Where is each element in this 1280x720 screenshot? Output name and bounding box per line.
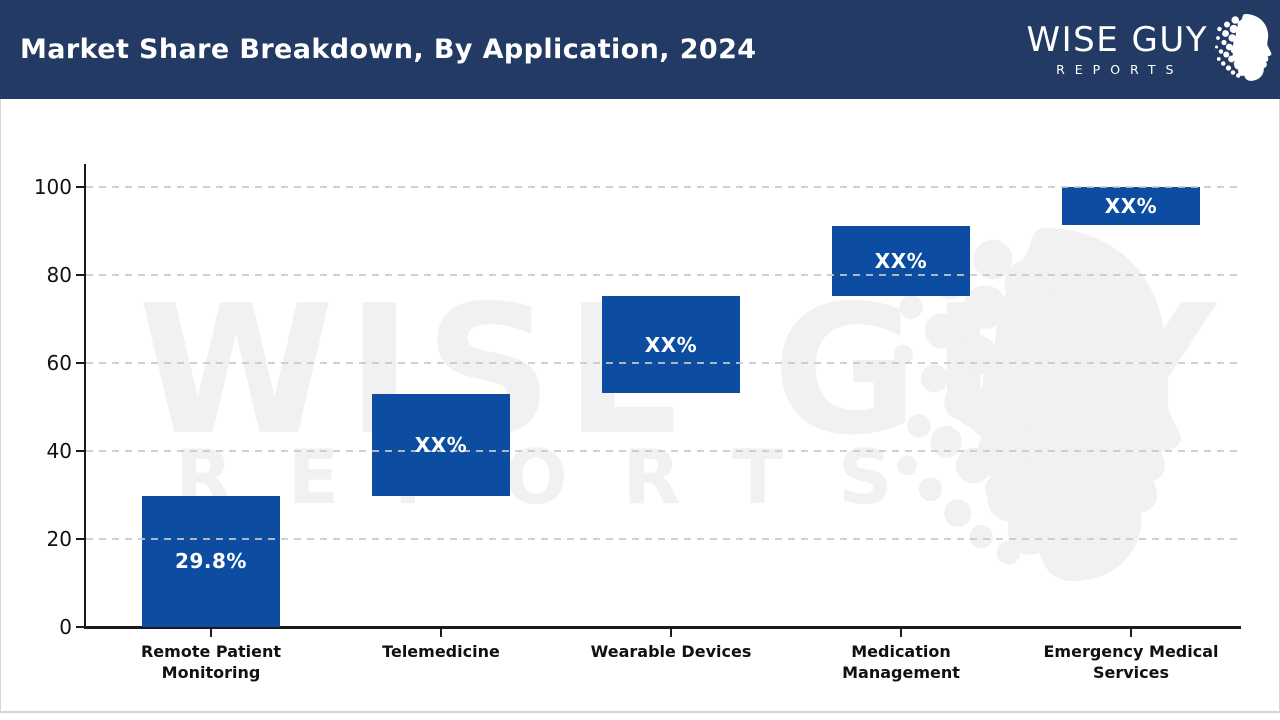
x-tick-mark: [210, 629, 212, 637]
frame-border-bottom: [0, 711, 1280, 713]
x-category-label-line: Management: [842, 663, 960, 683]
y-tick-mark: [76, 185, 84, 188]
x-tick-mark: [440, 629, 442, 637]
logo-wordmark: WISE GUY: [1026, 20, 1208, 61]
y-tick-mark: [76, 537, 84, 540]
y-tick-label: 0: [59, 614, 72, 639]
logo-tagline: REPORTS: [1056, 61, 1184, 77]
waterfall-chart: 0 20 40 60 80 100 29.8% Remote Patient Monitorin…: [0, 99, 1280, 712]
x-tick-mark: [900, 629, 902, 637]
x-category-label-line: Medication: [851, 642, 951, 661]
y-axis-line: [84, 164, 86, 629]
x-category-label-line: Wearable Devices: [590, 642, 752, 661]
bar-value-label: XX%: [414, 432, 468, 457]
y-tick-label: 60: [46, 350, 72, 375]
y-tick-label: 100: [33, 174, 72, 199]
x-category-label-remote-patient-monitoring: Remote Patient Monitoring: [86, 641, 336, 683]
y-tick-mark: [76, 449, 84, 452]
y-tick-mark: [76, 361, 84, 364]
wiseguy-head-icon: [1215, 14, 1272, 81]
bar-value-label: 29.8%: [175, 549, 247, 574]
frame-border-left: [0, 99, 1, 712]
x-category-label-line: Services: [1092, 663, 1170, 683]
bar-remote-patient-monitoring: [142, 495, 280, 627]
y-tick-label: 40: [46, 438, 72, 463]
bar-value-label: XX%: [644, 332, 698, 357]
x-category-label-emergency-medical-services: Emergency Medical Services: [1006, 641, 1256, 683]
x-category-label-line: Emergency Medical: [1043, 642, 1219, 661]
x-axis-line: [84, 626, 1241, 629]
bar-value-label: XX%: [1104, 194, 1158, 219]
x-category-label-line: Telemedicine: [382, 642, 500, 661]
x-category-label-line: Monitoring: [161, 663, 261, 683]
x-tick-mark: [670, 629, 672, 637]
gridline-40: [86, 449, 1238, 452]
y-tick-label: 80: [46, 262, 72, 287]
bar-wearable-devices: [602, 295, 740, 394]
gridline-20: [86, 537, 1238, 540]
x-category-label-wearable-devices: Wearable Devices: [546, 641, 796, 662]
x-category-label-telemedicine: Telemedicine: [316, 641, 566, 662]
logo-text: WISE GUY REPORTS: [1026, 20, 1208, 77]
y-tick-label: 20: [46, 526, 72, 551]
bar-value-label: XX%: [874, 248, 928, 273]
bar-emergency-medical-services: [1062, 186, 1200, 226]
header-bar: Market Share Breakdown, By Application, …: [0, 0, 1280, 99]
gridline-80: [86, 273, 1238, 276]
wiseguy-logo: WISE GUY REPORTS: [1026, 5, 1272, 95]
x-tick-mark: [1130, 629, 1132, 637]
gridline-60: [86, 361, 1238, 364]
gridline-100: [86, 185, 1238, 188]
y-tick-mark: [76, 625, 84, 628]
x-category-label-medication-management: Medication Management: [776, 641, 1026, 683]
bar-telemedicine: [372, 393, 510, 496]
page-title: Market Share Breakdown, By Application, …: [20, 34, 757, 65]
y-tick-mark: [76, 273, 84, 276]
x-category-label-line: Remote Patient: [140, 642, 282, 661]
